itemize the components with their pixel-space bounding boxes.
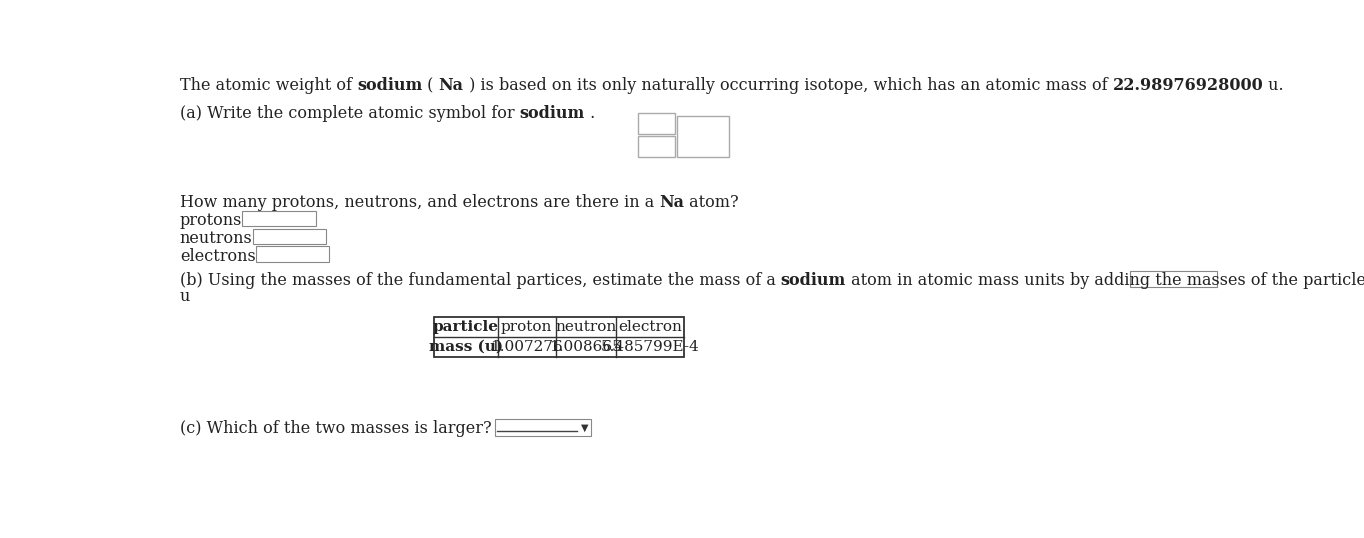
Text: 1.007276: 1.007276 <box>490 340 563 354</box>
Bar <box>495 419 592 436</box>
Text: .: . <box>585 105 595 122</box>
Bar <box>677 116 730 157</box>
Text: Na: Na <box>439 77 464 94</box>
Bar <box>434 317 685 357</box>
Text: electrons: electrons <box>180 248 255 265</box>
Text: protons: protons <box>180 213 243 229</box>
Text: 1.008665: 1.008665 <box>550 340 622 354</box>
Bar <box>638 113 675 134</box>
Text: electron: electron <box>618 320 682 334</box>
Text: mass (u): mass (u) <box>428 340 503 354</box>
Text: (c) Which of the two masses is larger?: (c) Which of the two masses is larger? <box>180 420 491 437</box>
Text: atom?: atom? <box>685 194 739 211</box>
Text: proton: proton <box>501 320 552 334</box>
Text: neutron: neutron <box>555 320 617 334</box>
Text: sodium: sodium <box>520 105 585 122</box>
Text: 5.485799E-4: 5.485799E-4 <box>602 340 700 354</box>
Text: 22.98976928000: 22.98976928000 <box>1113 77 1263 94</box>
Text: ▼: ▼ <box>581 423 588 433</box>
Text: Na: Na <box>659 194 685 211</box>
Text: u.: u. <box>1263 77 1284 94</box>
Text: sodium: sodium <box>357 77 423 94</box>
Text: (: ( <box>423 77 439 94</box>
Text: neutrons: neutrons <box>180 230 252 247</box>
Text: atom in atomic mass units by adding the masses of the particles that it contains: atom in atomic mass units by adding the … <box>846 272 1364 289</box>
Text: How many protons, neutrons, and electrons are there in a: How many protons, neutrons, and electron… <box>180 194 659 211</box>
Bar <box>243 211 316 226</box>
Bar <box>255 246 329 261</box>
Bar <box>252 229 326 244</box>
Text: (b) Using the masses of the fundamental partices, estimate the mass of a: (b) Using the masses of the fundamental … <box>180 272 780 289</box>
Text: sodium: sodium <box>780 272 846 289</box>
Text: (a) Write the complete atomic symbol for: (a) Write the complete atomic symbol for <box>180 105 520 122</box>
Text: u: u <box>180 288 190 305</box>
Bar <box>1129 271 1217 287</box>
Text: ) is based on its only naturally occurring isotope, which has an atomic mass of: ) is based on its only naturally occurri… <box>464 77 1113 94</box>
Bar <box>638 136 675 157</box>
Text: The atomic weight of: The atomic weight of <box>180 77 357 94</box>
Text: particle: particle <box>432 320 499 334</box>
